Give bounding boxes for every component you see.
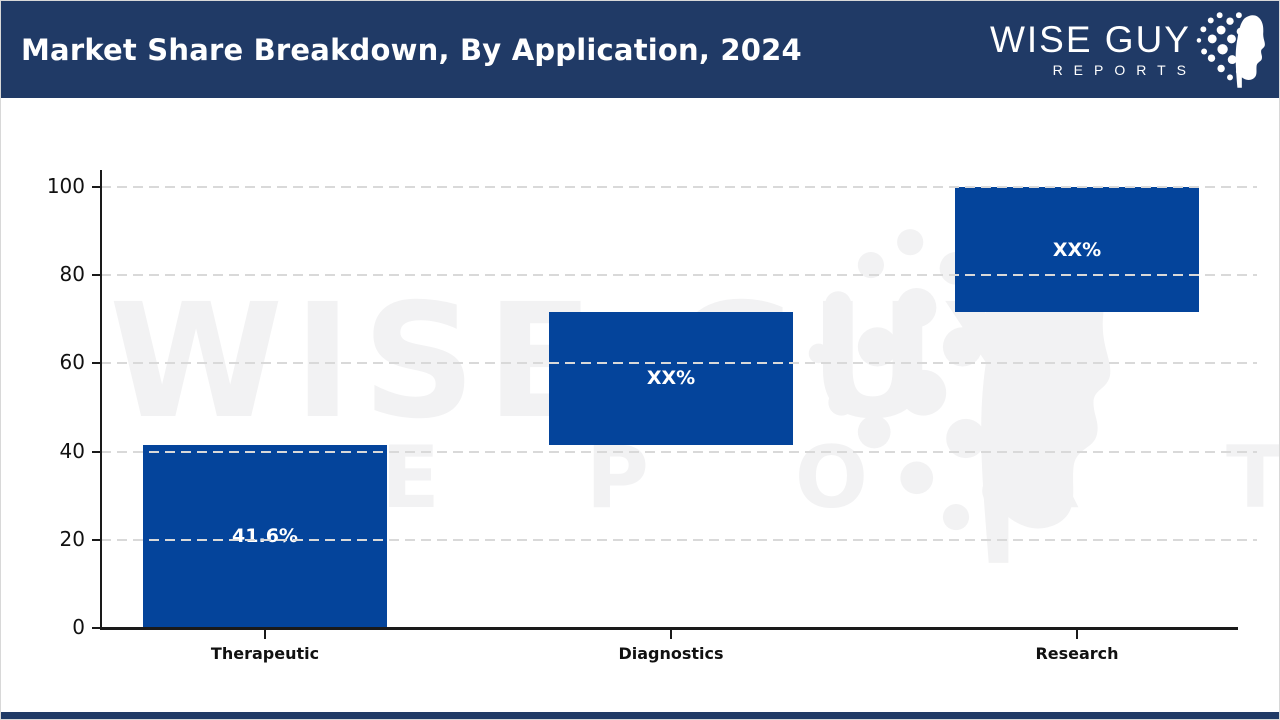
y-gridline bbox=[101, 538, 1257, 541]
x-tick-label: Research bbox=[1035, 644, 1119, 663]
y-tick-label: 40 bbox=[59, 438, 85, 463]
x-tick-mark bbox=[1076, 630, 1078, 639]
y-gridline bbox=[101, 362, 1257, 365]
y-tick-mark bbox=[92, 186, 101, 188]
bar-segment: 41.6% bbox=[143, 444, 387, 628]
y-tick-mark bbox=[92, 362, 101, 365]
header-bar: Market Share Breakdown, By Application, … bbox=[1, 1, 1279, 98]
y-gridline bbox=[101, 450, 1257, 453]
y-tick-label: 80 bbox=[59, 262, 85, 287]
page-title: Market Share Breakdown, By Application, … bbox=[21, 32, 802, 67]
bar-value-label: 41.6% bbox=[232, 525, 298, 548]
bar-value-label: XX% bbox=[1052, 238, 1102, 261]
y-tick-mark bbox=[92, 274, 101, 277]
x-axis-line bbox=[100, 627, 1238, 630]
y-tick-label: 0 bbox=[72, 615, 85, 639]
y-tick-mark bbox=[92, 450, 101, 453]
logo-wordmark: WISE GUY bbox=[989, 19, 1191, 61]
bar-value-label: XX% bbox=[646, 367, 696, 390]
y-tick-label: 20 bbox=[59, 526, 85, 551]
x-tick-mark bbox=[670, 630, 672, 639]
chart-area: WISE GUY R E P O R T S 02040608010041.6%… bbox=[1, 98, 1279, 714]
wise-guy-reports-logo: WISE GUY REPORTS bbox=[989, 8, 1279, 92]
watermark-dotted-face bbox=[808, 229, 1111, 563]
y-tick-label: 60 bbox=[59, 350, 85, 375]
x-tick-label: Diagnostics bbox=[618, 644, 724, 663]
y-axis-line bbox=[100, 170, 102, 630]
y-tick-mark bbox=[92, 538, 101, 541]
x-tick-mark bbox=[264, 630, 266, 639]
y-gridline bbox=[101, 274, 1257, 277]
x-tick-label: Therapeutic bbox=[210, 644, 320, 663]
footer-accent-bar bbox=[1, 712, 1279, 719]
y-tick-mark bbox=[92, 627, 101, 629]
bar-segment: XX% bbox=[955, 187, 1199, 313]
dotted-face-icon bbox=[1196, 11, 1265, 88]
y-tick-label: 100 bbox=[46, 174, 85, 198]
logo-text: WISE GUY REPORTS bbox=[989, 19, 1191, 78]
y-gridline bbox=[101, 186, 1257, 188]
logo-subtitle: REPORTS bbox=[1052, 61, 1197, 78]
bar-segment: XX% bbox=[549, 312, 793, 445]
